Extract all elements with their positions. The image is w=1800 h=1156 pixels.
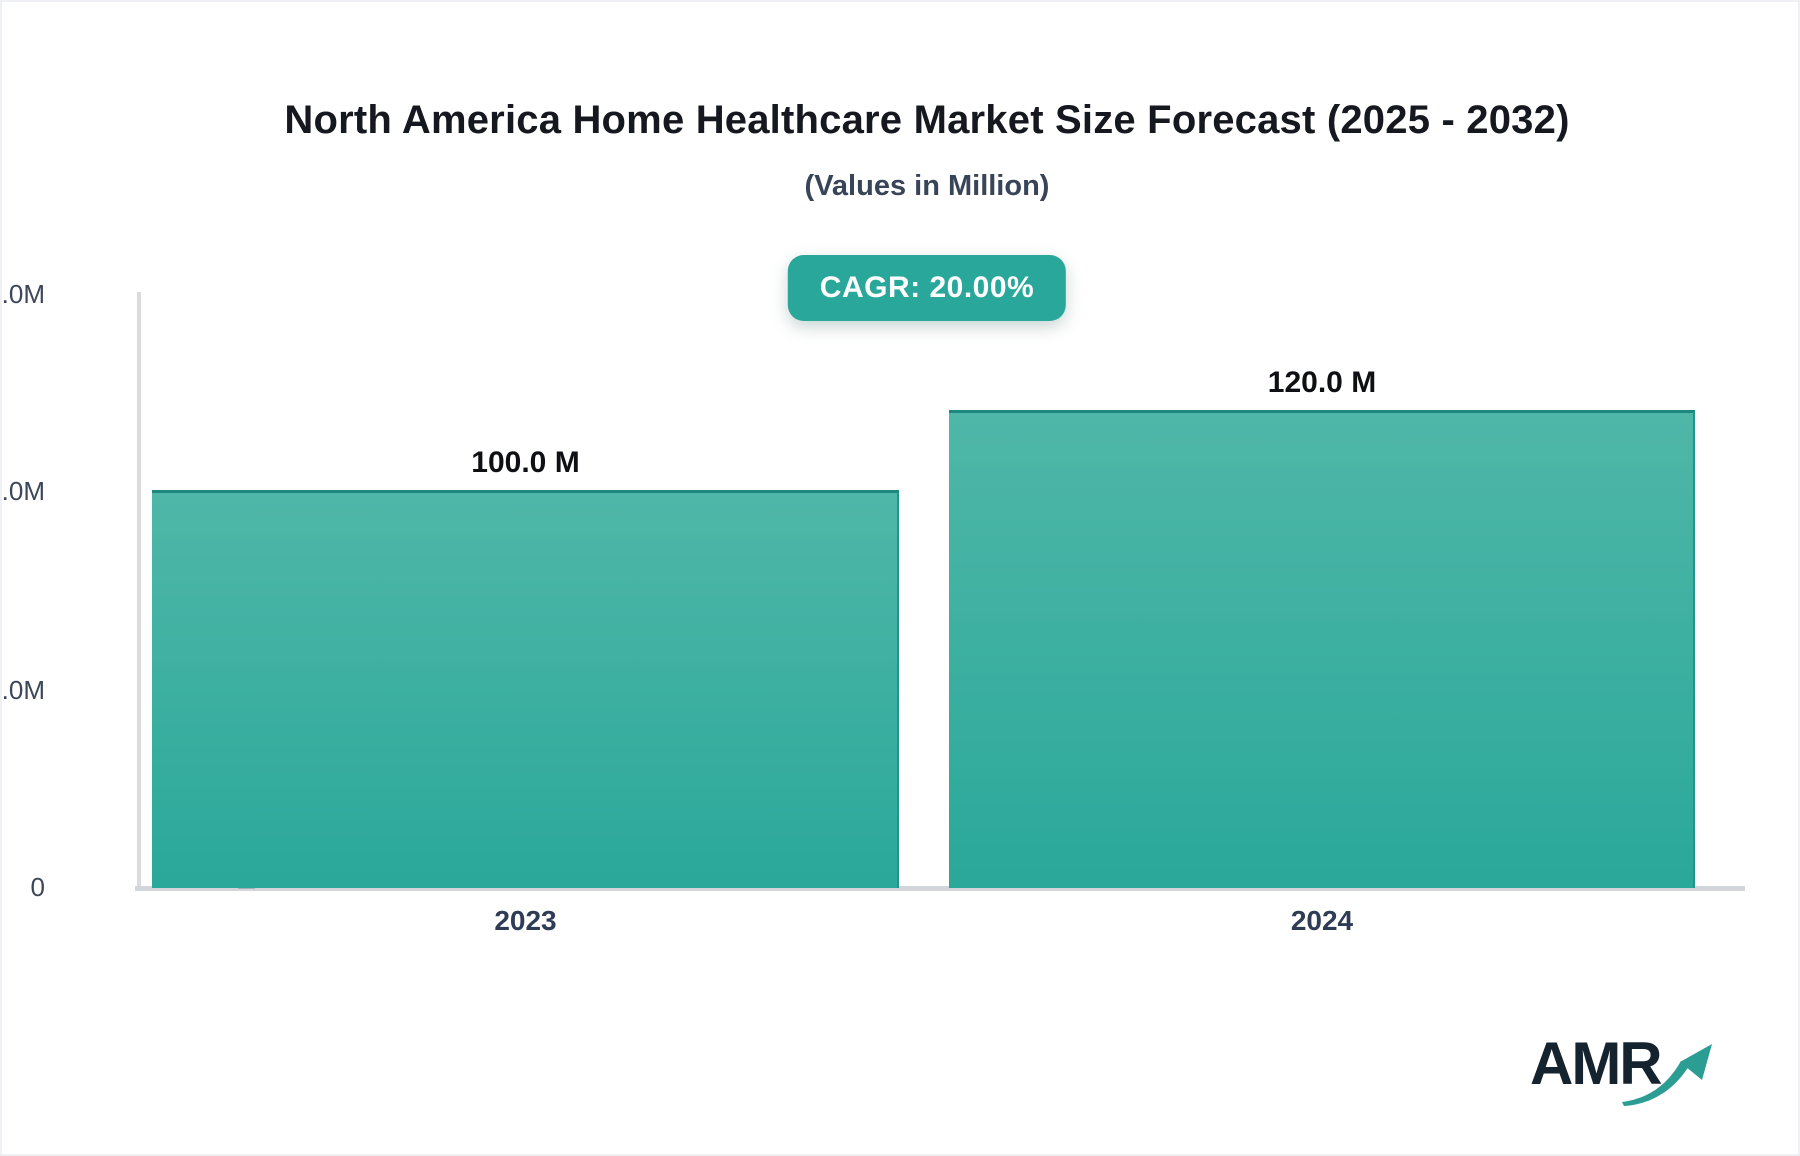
y-tick-label-100: 100.0M	[1, 476, 45, 506]
amr-logo: AMR	[1530, 1034, 1720, 1114]
bar-value-label-2023: 100.0 M	[471, 446, 580, 479]
x-tick-label-2024: 2024	[1290, 905, 1354, 936]
chart-title: North America Home Healthcare Market Siz…	[284, 98, 1570, 142]
growth-arrow-icon	[1622, 1044, 1712, 1106]
x-tick-label-2023: 2023	[494, 905, 557, 936]
y-axis-line	[137, 292, 141, 889]
x-axis-line	[135, 886, 1745, 891]
bar-2024[interactable]	[949, 410, 1695, 888]
y-tick-label-50: 50.0M	[1, 675, 45, 705]
bar-group-2024: 120.0 M	[949, 288, 1695, 888]
cagr-badge: CAGR: 20.00%	[787, 255, 1067, 321]
bar-2023[interactable]	[152, 490, 899, 888]
y-tick-label-150: 150.0M	[1, 279, 45, 309]
y-tick-label-0: 0	[30, 872, 45, 902]
chart-subtitle: (Values in Million)	[804, 170, 1050, 202]
plot-area: 150.0M 100.0M 50.0M 0 100.0 M 120.0 M 20…	[2, 280, 1747, 936]
bar-group-2023: 100.0 M	[152, 288, 899, 888]
amr-logo-text: AMR	[1530, 1030, 1663, 1097]
bar-value-label-2024: 120.0 M	[1267, 366, 1377, 399]
